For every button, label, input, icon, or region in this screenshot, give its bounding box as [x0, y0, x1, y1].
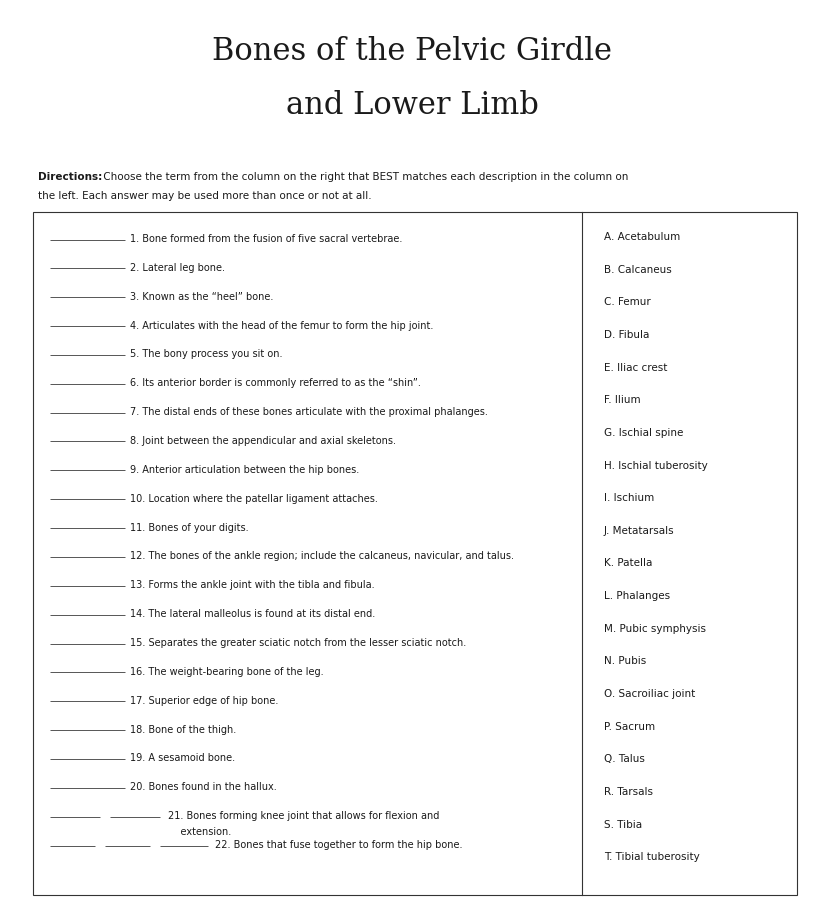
Text: 6. Its anterior border is commonly referred to as the “shin”.: 6. Its anterior border is commonly refer… — [130, 379, 421, 389]
Text: H. Ischial tuberosity: H. Ischial tuberosity — [604, 460, 708, 470]
Text: 7. The distal ends of these bones articulate with the proximal phalanges.: 7. The distal ends of these bones articu… — [130, 407, 488, 417]
Text: 18. Bone of the thigh.: 18. Bone of the thigh. — [130, 725, 236, 735]
Text: 2. Lateral leg bone.: 2. Lateral leg bone. — [130, 262, 225, 273]
Text: extension.: extension. — [168, 827, 231, 837]
Text: B. Calcaneus: B. Calcaneus — [604, 264, 672, 274]
Text: 17. Superior edge of hip bone.: 17. Superior edge of hip bone. — [130, 696, 278, 706]
Text: 12. The bones of the ankle region; include the calcaneus, navicular, and talus.: 12. The bones of the ankle region; inclu… — [130, 551, 514, 561]
Text: Directions:: Directions: — [38, 172, 102, 182]
Text: 15. Separates the greater sciatic notch from the lesser sciatic notch.: 15. Separates the greater sciatic notch … — [130, 638, 466, 648]
Text: A. Acetabulum: A. Acetabulum — [604, 232, 681, 242]
Text: 21. Bones forming knee joint that allows for flexion and: 21. Bones forming knee joint that allows… — [168, 811, 440, 821]
Text: and Lower Limb: and Lower Limb — [286, 90, 539, 121]
Text: 4. Articulates with the head of the femur to form the hip joint.: 4. Articulates with the head of the femu… — [130, 321, 433, 331]
Text: Choose the term from the column on the right that BEST matches each description : Choose the term from the column on the r… — [100, 172, 628, 182]
Text: 1. Bone formed from the fusion of five sacral vertebrae.: 1. Bone formed from the fusion of five s… — [130, 234, 403, 244]
Text: 8. Joint between the appendicular and axial skeletons.: 8. Joint between the appendicular and ax… — [130, 436, 396, 446]
Text: 10. Location where the patellar ligament attaches.: 10. Location where the patellar ligament… — [130, 494, 378, 504]
Text: the left. Each answer may be used more than once or not at all.: the left. Each answer may be used more t… — [38, 191, 371, 201]
Text: 22. Bones that fuse together to form the hip bone.: 22. Bones that fuse together to form the… — [215, 840, 463, 850]
Text: Q. Talus: Q. Talus — [604, 755, 645, 765]
Bar — [33, 212, 797, 895]
Text: 16. The weight-bearing bone of the leg.: 16. The weight-bearing bone of the leg. — [130, 666, 323, 676]
Text: K. Patella: K. Patella — [604, 558, 653, 568]
Text: I. Ischium: I. Ischium — [604, 493, 654, 503]
Text: R. Tarsals: R. Tarsals — [604, 787, 653, 797]
Text: 9. Anterior articulation between the hip bones.: 9. Anterior articulation between the hip… — [130, 465, 359, 475]
Text: Bones of the Pelvic Girdle: Bones of the Pelvic Girdle — [213, 36, 612, 67]
Text: E. Iliac crest: E. Iliac crest — [604, 362, 667, 372]
Text: G. Ischial spine: G. Ischial spine — [604, 428, 683, 438]
Text: F. Ilium: F. Ilium — [604, 395, 641, 405]
Text: T. Tibial tuberosity: T. Tibial tuberosity — [604, 853, 700, 863]
Text: O. Sacroiliac joint: O. Sacroiliac joint — [604, 689, 695, 699]
Text: 14. The lateral malleolus is found at its distal end.: 14. The lateral malleolus is found at it… — [130, 609, 375, 619]
Text: 11. Bones of your digits.: 11. Bones of your digits. — [130, 523, 248, 533]
Text: 20. Bones found in the hallux.: 20. Bones found in the hallux. — [130, 783, 276, 793]
Text: 5. The bony process you sit on.: 5. The bony process you sit on. — [130, 350, 282, 360]
Text: S. Tibia: S. Tibia — [604, 820, 642, 830]
Text: 19. A sesamoid bone.: 19. A sesamoid bone. — [130, 754, 235, 764]
Text: J. Metatarsals: J. Metatarsals — [604, 526, 675, 536]
Text: M. Pubic symphysis: M. Pubic symphysis — [604, 624, 706, 634]
Text: L. Phalanges: L. Phalanges — [604, 591, 670, 601]
Text: 3. Known as the “heel” bone.: 3. Known as the “heel” bone. — [130, 291, 273, 301]
Text: D. Fibula: D. Fibula — [604, 330, 649, 340]
Text: 13. Forms the ankle joint with the tibla and fibula.: 13. Forms the ankle joint with the tibla… — [130, 580, 375, 590]
Text: N. Pubis: N. Pubis — [604, 656, 646, 666]
Text: C. Femur: C. Femur — [604, 297, 651, 307]
Text: P. Sacrum: P. Sacrum — [604, 722, 655, 732]
